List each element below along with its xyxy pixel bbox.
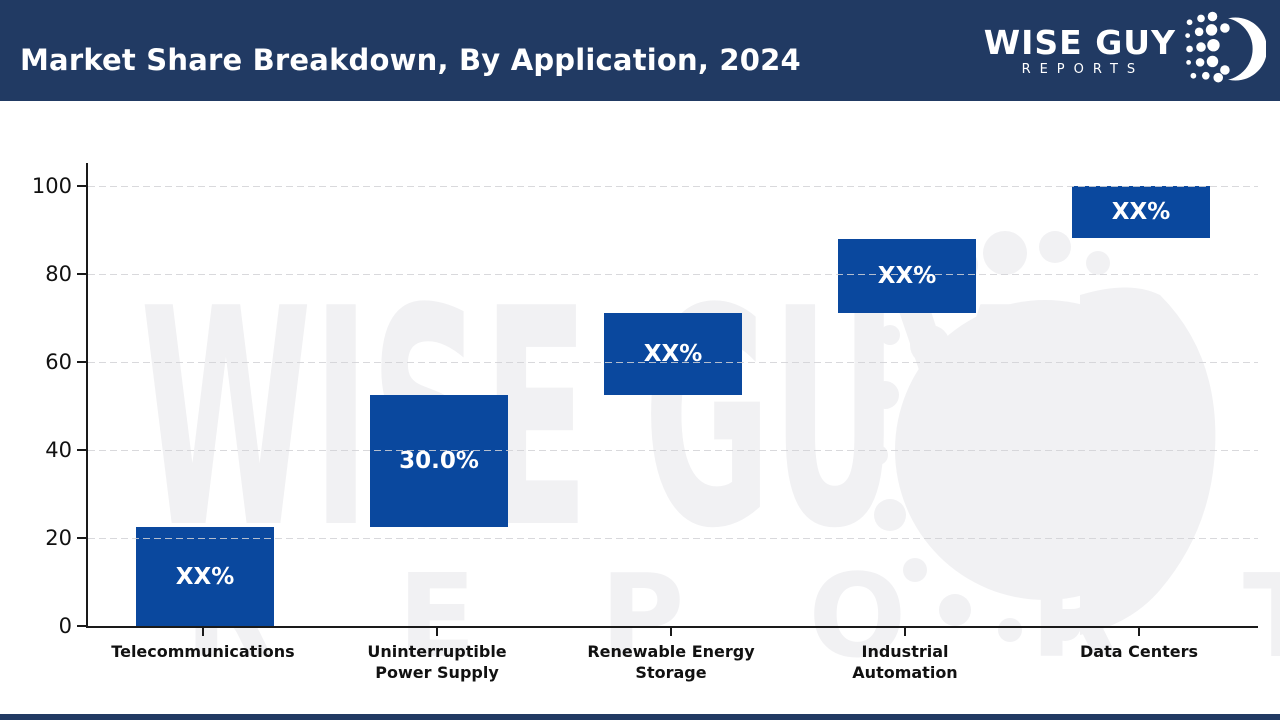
x-tick-mark <box>1138 628 1140 636</box>
wiseguy-head-icon <box>1180 7 1267 95</box>
y-tick-mark <box>77 625 86 627</box>
gridline <box>88 450 1258 452</box>
bar-segment: XX% <box>838 238 976 313</box>
y-tick-label: 20 <box>45 526 72 551</box>
page-title: Market Share Breakdown, By Application, … <box>20 42 801 77</box>
x-category-label: Renewable Energy Storage <box>587 642 755 682</box>
plot-area: XX% 30.0% XX% XX% XX% <box>86 163 1258 628</box>
bar-segment: XX% <box>1072 186 1210 238</box>
footer-bar <box>0 714 1280 720</box>
y-tick-mark <box>77 185 86 188</box>
wiseguy-logo: WISE GUY REPORTS <box>984 7 1267 95</box>
bar-value-label: XX% <box>1111 198 1171 225</box>
x-tick-mark <box>436 628 438 636</box>
y-tick-label: 80 <box>45 262 72 287</box>
y-tick-label: 60 <box>45 350 72 375</box>
gridline <box>88 362 1258 364</box>
y-tick-mark <box>77 449 86 452</box>
x-tick-mark <box>670 628 672 636</box>
x-category-label: Industrial Automation <box>852 642 958 682</box>
gridline <box>88 274 1258 276</box>
x-category-label: Telecommunications <box>111 642 295 661</box>
y-tick-mark <box>77 537 86 540</box>
bar-segment: XX% <box>604 313 742 396</box>
bar-value-label: XX% <box>877 262 937 289</box>
bar-segment: XX% <box>136 527 274 626</box>
x-tick-mark <box>904 628 906 636</box>
gridline <box>88 186 1258 188</box>
y-tick-mark <box>77 361 86 364</box>
x-category-label: Uninterruptible Power Supply <box>367 642 507 682</box>
gridline <box>88 538 1258 540</box>
y-tick-mark <box>77 273 86 276</box>
bar-value-label: 30.0% <box>399 448 479 475</box>
bar-value-label: XX% <box>643 341 703 368</box>
watermark-head-icon <box>830 225 1230 659</box>
logo-wordmark: WISE GUY <box>983 22 1176 62</box>
bar-segment: 30.0% <box>370 395 508 528</box>
bar-value-label: XX% <box>175 563 235 590</box>
header-bar: Market Share Breakdown, By Application, … <box>0 0 1280 101</box>
logo-subtitle: REPORTS <box>1021 61 1145 77</box>
x-tick-mark <box>202 628 204 636</box>
y-tick-label: 40 <box>45 438 72 463</box>
y-tick-label: 100 <box>31 174 72 199</box>
x-category-label: Data Centers <box>1080 642 1198 661</box>
y-tick-label: 0 <box>58 614 72 638</box>
logo-text: WISE GUY REPORTS <box>984 26 1176 76</box>
